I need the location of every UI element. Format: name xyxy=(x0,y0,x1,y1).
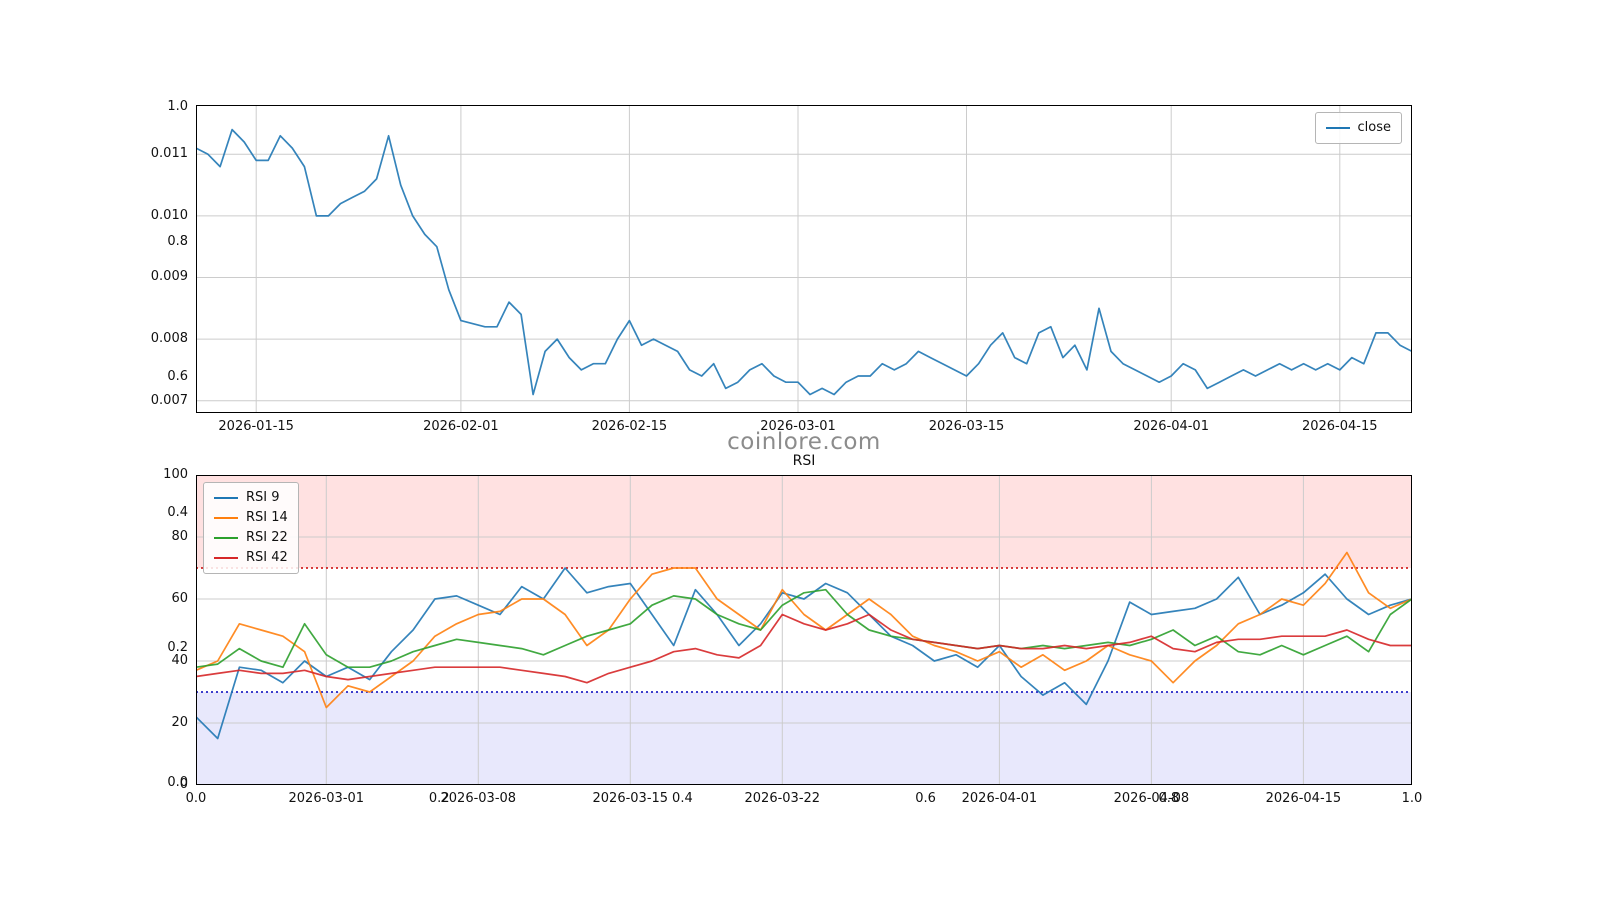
price-chart xyxy=(196,105,1412,413)
x-tick-label: 2026-03-01 xyxy=(760,419,836,434)
oversold-band xyxy=(196,692,1412,785)
x-tick-label: 2026-03-15 xyxy=(592,791,669,806)
x-tick-label: 2026-03-01 xyxy=(288,791,365,806)
y-tick-label: 0.009 xyxy=(150,269,188,285)
rsi-title: RSI xyxy=(792,453,816,469)
rsi-22-line xyxy=(196,588,1412,669)
y-tick-label: 0.007 xyxy=(150,392,188,408)
legend-line-swatch xyxy=(214,497,238,499)
y-tick-label: 0 xyxy=(179,777,188,792)
x-tick-label: 2026-02-01 xyxy=(423,419,499,434)
y-tick-label: 80 xyxy=(171,529,188,544)
y-tick-label: 1.0 xyxy=(167,99,188,114)
legend-label: RSI 9 xyxy=(246,490,280,505)
legend-line-swatch xyxy=(214,557,238,559)
y-tick-label: 0.2 xyxy=(167,639,188,655)
x-tick-label: 2026-04-01 xyxy=(961,791,1038,806)
y-tick-label: 20 xyxy=(171,715,188,730)
legend-item: RSI 42 xyxy=(214,548,288,568)
y-tick-label: 0.010 xyxy=(150,207,188,223)
x-tick-label: 2026-04-15 xyxy=(1301,419,1378,434)
rsi-legend: RSI 9 RSI 14 RSI 22 RSI 42 xyxy=(203,482,299,574)
x-tick-label: 0.6 xyxy=(915,791,936,806)
legend-item: close xyxy=(1325,118,1391,138)
rsi-9-line xyxy=(196,567,1412,740)
legend-label: RSI 14 xyxy=(246,510,288,525)
x-tick-label: 1.0 xyxy=(1401,791,1423,806)
y-tick-label: 0.8 xyxy=(167,234,188,250)
y-tick-label: 0.4 xyxy=(167,504,188,520)
x-tick-label: 0.2 xyxy=(428,791,450,806)
legend-line-swatch xyxy=(214,517,238,519)
plot-border xyxy=(196,105,1412,413)
y-tick-label: 60 xyxy=(171,591,188,606)
y-tick-label: 40 xyxy=(171,653,188,668)
x-tick-label: 2026-02-15 xyxy=(591,419,668,434)
x-tick-label: 2026-03-08 xyxy=(440,791,517,806)
y-tick-label: 0.6 xyxy=(167,369,188,385)
legend-label: RSI 22 xyxy=(246,530,288,545)
y-tick-label: 0.008 xyxy=(150,331,188,347)
y-tick-label: 0.011 xyxy=(150,146,188,162)
legend-line-swatch xyxy=(1325,127,1350,129)
overbought-band xyxy=(196,475,1412,568)
x-tick-label: 2026-04-15 xyxy=(1265,791,1342,806)
rsi-14-line xyxy=(196,551,1412,709)
close-line xyxy=(196,128,1412,396)
price-legend: close xyxy=(1314,112,1402,144)
x-tick-label: 2026-03-15 xyxy=(928,419,1005,434)
watermark: coinlore.com xyxy=(727,429,881,455)
legend-item: RSI 22 xyxy=(214,528,288,548)
x-tick-label: 2026-03-22 xyxy=(744,791,821,806)
x-tick-label: 2026-04-08 xyxy=(1113,791,1190,806)
x-tick-label: 2026-01-15 xyxy=(218,419,294,434)
plot-border xyxy=(196,475,1412,785)
legend-label: close xyxy=(1357,120,1391,135)
rsi-42-line xyxy=(196,613,1412,684)
x-tick-label: 0.4 xyxy=(672,791,693,806)
legend-line-swatch xyxy=(214,537,238,539)
y-tick-label: 0.0 xyxy=(167,775,188,790)
x-tick-label: 0.8 xyxy=(1158,791,1180,806)
y-tick-label: 100 xyxy=(163,467,188,482)
x-tick-label: 0.0 xyxy=(185,791,207,806)
legend-item: RSI 9 xyxy=(214,488,288,508)
x-tick-label: 2026-04-01 xyxy=(1133,419,1209,434)
legend-item: RSI 14 xyxy=(214,508,288,528)
legend-label: RSI 42 xyxy=(246,550,288,565)
rsi-chart xyxy=(196,475,1412,785)
